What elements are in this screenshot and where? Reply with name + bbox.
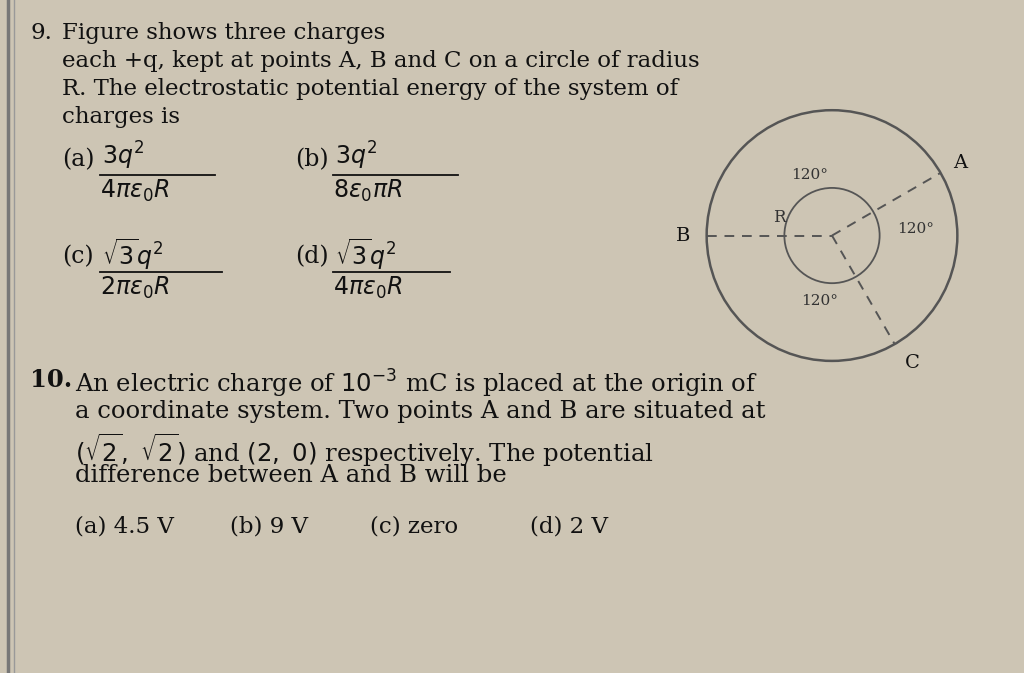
Text: (a): (a) — [62, 148, 94, 171]
Text: B: B — [676, 227, 690, 244]
Text: (d) 2 V: (d) 2 V — [530, 515, 608, 537]
Text: R: R — [773, 209, 785, 225]
Text: $4\pi\varepsilon_0 R$: $4\pi\varepsilon_0 R$ — [100, 178, 169, 204]
Text: $\sqrt{3}q^2$: $\sqrt{3}q^2$ — [102, 237, 164, 273]
Text: $3q^2$: $3q^2$ — [102, 140, 144, 172]
Text: $2\pi\varepsilon_0 R$: $2\pi\varepsilon_0 R$ — [100, 275, 169, 302]
Text: $8\varepsilon_0\pi R$: $8\varepsilon_0\pi R$ — [333, 178, 402, 204]
Text: each +q, kept at points A, B and C on a circle of radius: each +q, kept at points A, B and C on a … — [62, 50, 699, 72]
Text: (a) 4.5 V: (a) 4.5 V — [75, 515, 174, 537]
Text: An electric charge of $10^{-3}$ mC is placed at the origin of: An electric charge of $10^{-3}$ mC is pl… — [75, 368, 758, 400]
Text: 120°: 120° — [791, 168, 828, 182]
Text: (b) 9 V: (b) 9 V — [230, 515, 308, 537]
Text: Figure shows three charges: Figure shows three charges — [62, 22, 385, 44]
Text: a coordinate system. Two points A and B are situated at: a coordinate system. Two points A and B … — [75, 400, 766, 423]
Text: $(\sqrt{2},\ \sqrt{2})$ and $(2,\ 0)$ respectively. The potential: $(\sqrt{2},\ \sqrt{2})$ and $(2,\ 0)$ re… — [75, 432, 653, 470]
Text: C: C — [905, 354, 920, 372]
Text: (d): (d) — [295, 245, 329, 268]
Text: R. The electrostatic potential energy of the system of: R. The electrostatic potential energy of… — [62, 78, 678, 100]
Text: (b): (b) — [295, 148, 329, 171]
Text: (c) zero: (c) zero — [370, 515, 458, 537]
Text: $3q^2$: $3q^2$ — [335, 140, 377, 172]
Text: $\sqrt{3}q^2$: $\sqrt{3}q^2$ — [335, 237, 396, 273]
Text: 120°: 120° — [801, 293, 838, 308]
Text: A: A — [953, 154, 968, 172]
Text: (c): (c) — [62, 245, 93, 268]
Text: 9.: 9. — [30, 22, 52, 44]
Text: 120°: 120° — [897, 222, 934, 236]
Text: 10.: 10. — [30, 368, 73, 392]
Text: $4\pi\varepsilon_0 R$: $4\pi\varepsilon_0 R$ — [333, 275, 402, 302]
Text: charges is: charges is — [62, 106, 180, 128]
Text: difference between A and B will be: difference between A and B will be — [75, 464, 507, 487]
